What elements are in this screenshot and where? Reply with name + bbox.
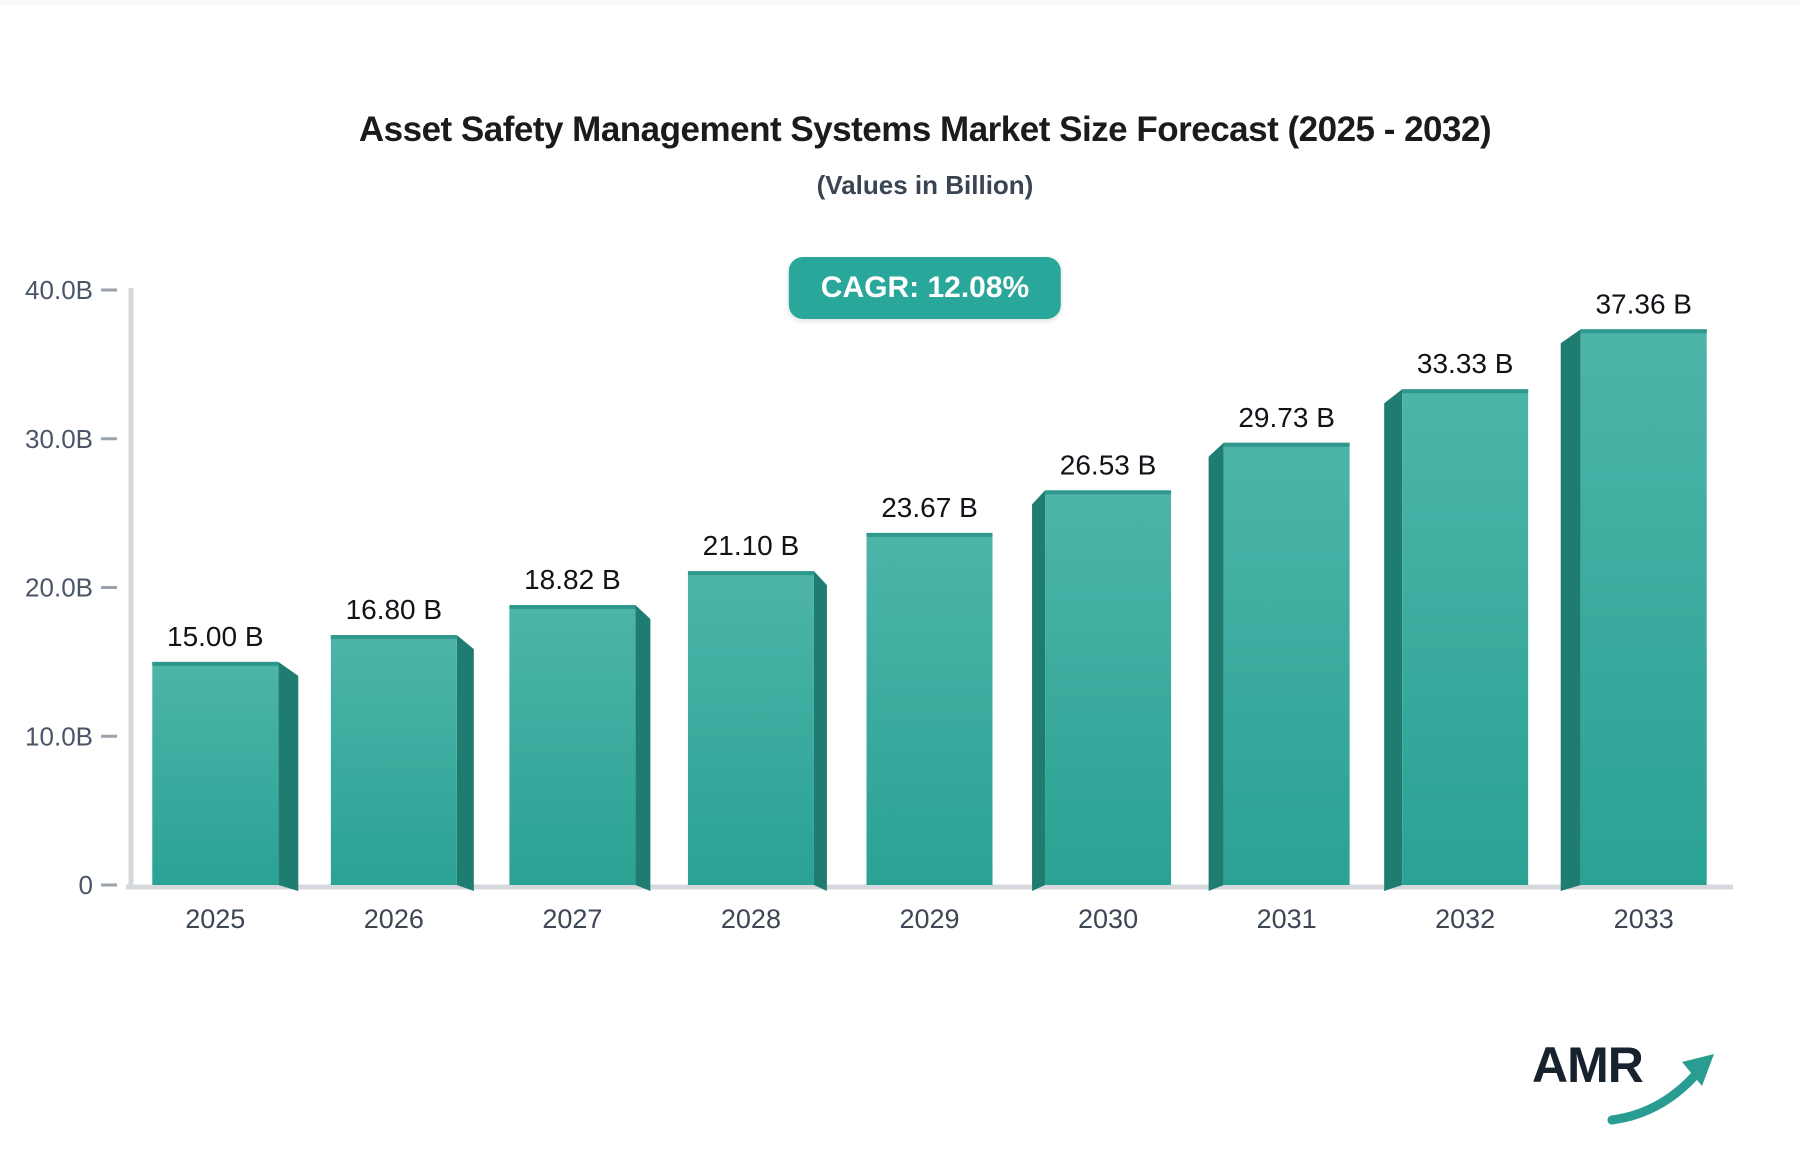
- x-tick-label: 2031: [1257, 904, 1317, 934]
- x-tick-label: 2028: [721, 904, 781, 934]
- x-tick-label: 2032: [1435, 904, 1495, 934]
- bar-top-edge: [866, 532, 993, 537]
- bar-value-label: 29.73 B: [1238, 402, 1335, 433]
- y-tick-label: 10.0B: [25, 721, 93, 751]
- bar-2026[interactable]: [330, 635, 457, 885]
- y-tick-label: 0: [79, 870, 93, 900]
- x-tick-label: 2029: [899, 904, 959, 934]
- bar-value-label: 37.36 B: [1595, 288, 1692, 319]
- bar-side-face: [456, 635, 474, 891]
- bar-2025[interactable]: [152, 661, 279, 885]
- bar-top-edge: [1045, 490, 1172, 495]
- chart-title: Asset Safety Management Systems Market S…: [358, 110, 1492, 149]
- bar-value-label: 21.10 B: [703, 530, 800, 561]
- bar-2029[interactable]: [866, 532, 993, 885]
- bar-2027[interactable]: [509, 605, 636, 885]
- bar-top-edge: [152, 661, 279, 666]
- bar-top-edge: [687, 571, 814, 576]
- x-tick-label: 2033: [1614, 904, 1674, 934]
- bar-side-face: [813, 571, 827, 891]
- bar-top-edge: [1580, 329, 1707, 334]
- amr-logo-text: AMR: [1532, 1037, 1644, 1093]
- y-tick-label: 40.0B: [25, 275, 93, 305]
- x-tick-label: 2026: [364, 904, 424, 934]
- bar-side-face: [1384, 389, 1403, 891]
- bar-side-face: [1032, 490, 1046, 891]
- growth-arrow-icon: [1607, 1054, 1714, 1125]
- bar-side-face: [1560, 329, 1581, 891]
- top-border-strip: [0, 0, 1800, 5]
- x-tick-label: 2025: [185, 904, 245, 934]
- bar-value-label: 23.67 B: [881, 492, 978, 523]
- x-tick-label: 2027: [542, 904, 602, 934]
- y-tick-label: 30.0B: [25, 424, 93, 454]
- bar-2028[interactable]: [687, 571, 814, 885]
- bar-value-label: 16.80 B: [346, 594, 443, 625]
- x-tick-label: 2030: [1078, 904, 1138, 934]
- bar-2033[interactable]: [1580, 329, 1707, 885]
- bar-2032[interactable]: [1402, 389, 1529, 885]
- bar-top-edge: [330, 635, 457, 640]
- bar-side-face: [635, 605, 651, 891]
- bar-value-label: 18.82 B: [524, 564, 621, 595]
- bar-value-label: 33.33 B: [1417, 348, 1514, 379]
- bar-top-edge: [1402, 389, 1529, 394]
- bar-side-face: [278, 661, 299, 891]
- bar-2031[interactable]: [1223, 442, 1350, 885]
- y-tick-label: 20.0B: [25, 573, 93, 603]
- bar-value-label: 15.00 B: [167, 621, 264, 652]
- chart-subtitle: (Values in Billion): [816, 170, 1034, 200]
- cagr-badge: CAGR: 12.08%: [788, 257, 1062, 319]
- bar-top-edge: [509, 605, 636, 610]
- amr-logo: AMR: [1532, 1036, 1722, 1126]
- bar-top-edge: [1223, 442, 1350, 447]
- bar-value-label: 26.53 B: [1060, 449, 1157, 480]
- bar-2030[interactable]: [1045, 490, 1172, 885]
- bar-side-face: [1208, 442, 1224, 891]
